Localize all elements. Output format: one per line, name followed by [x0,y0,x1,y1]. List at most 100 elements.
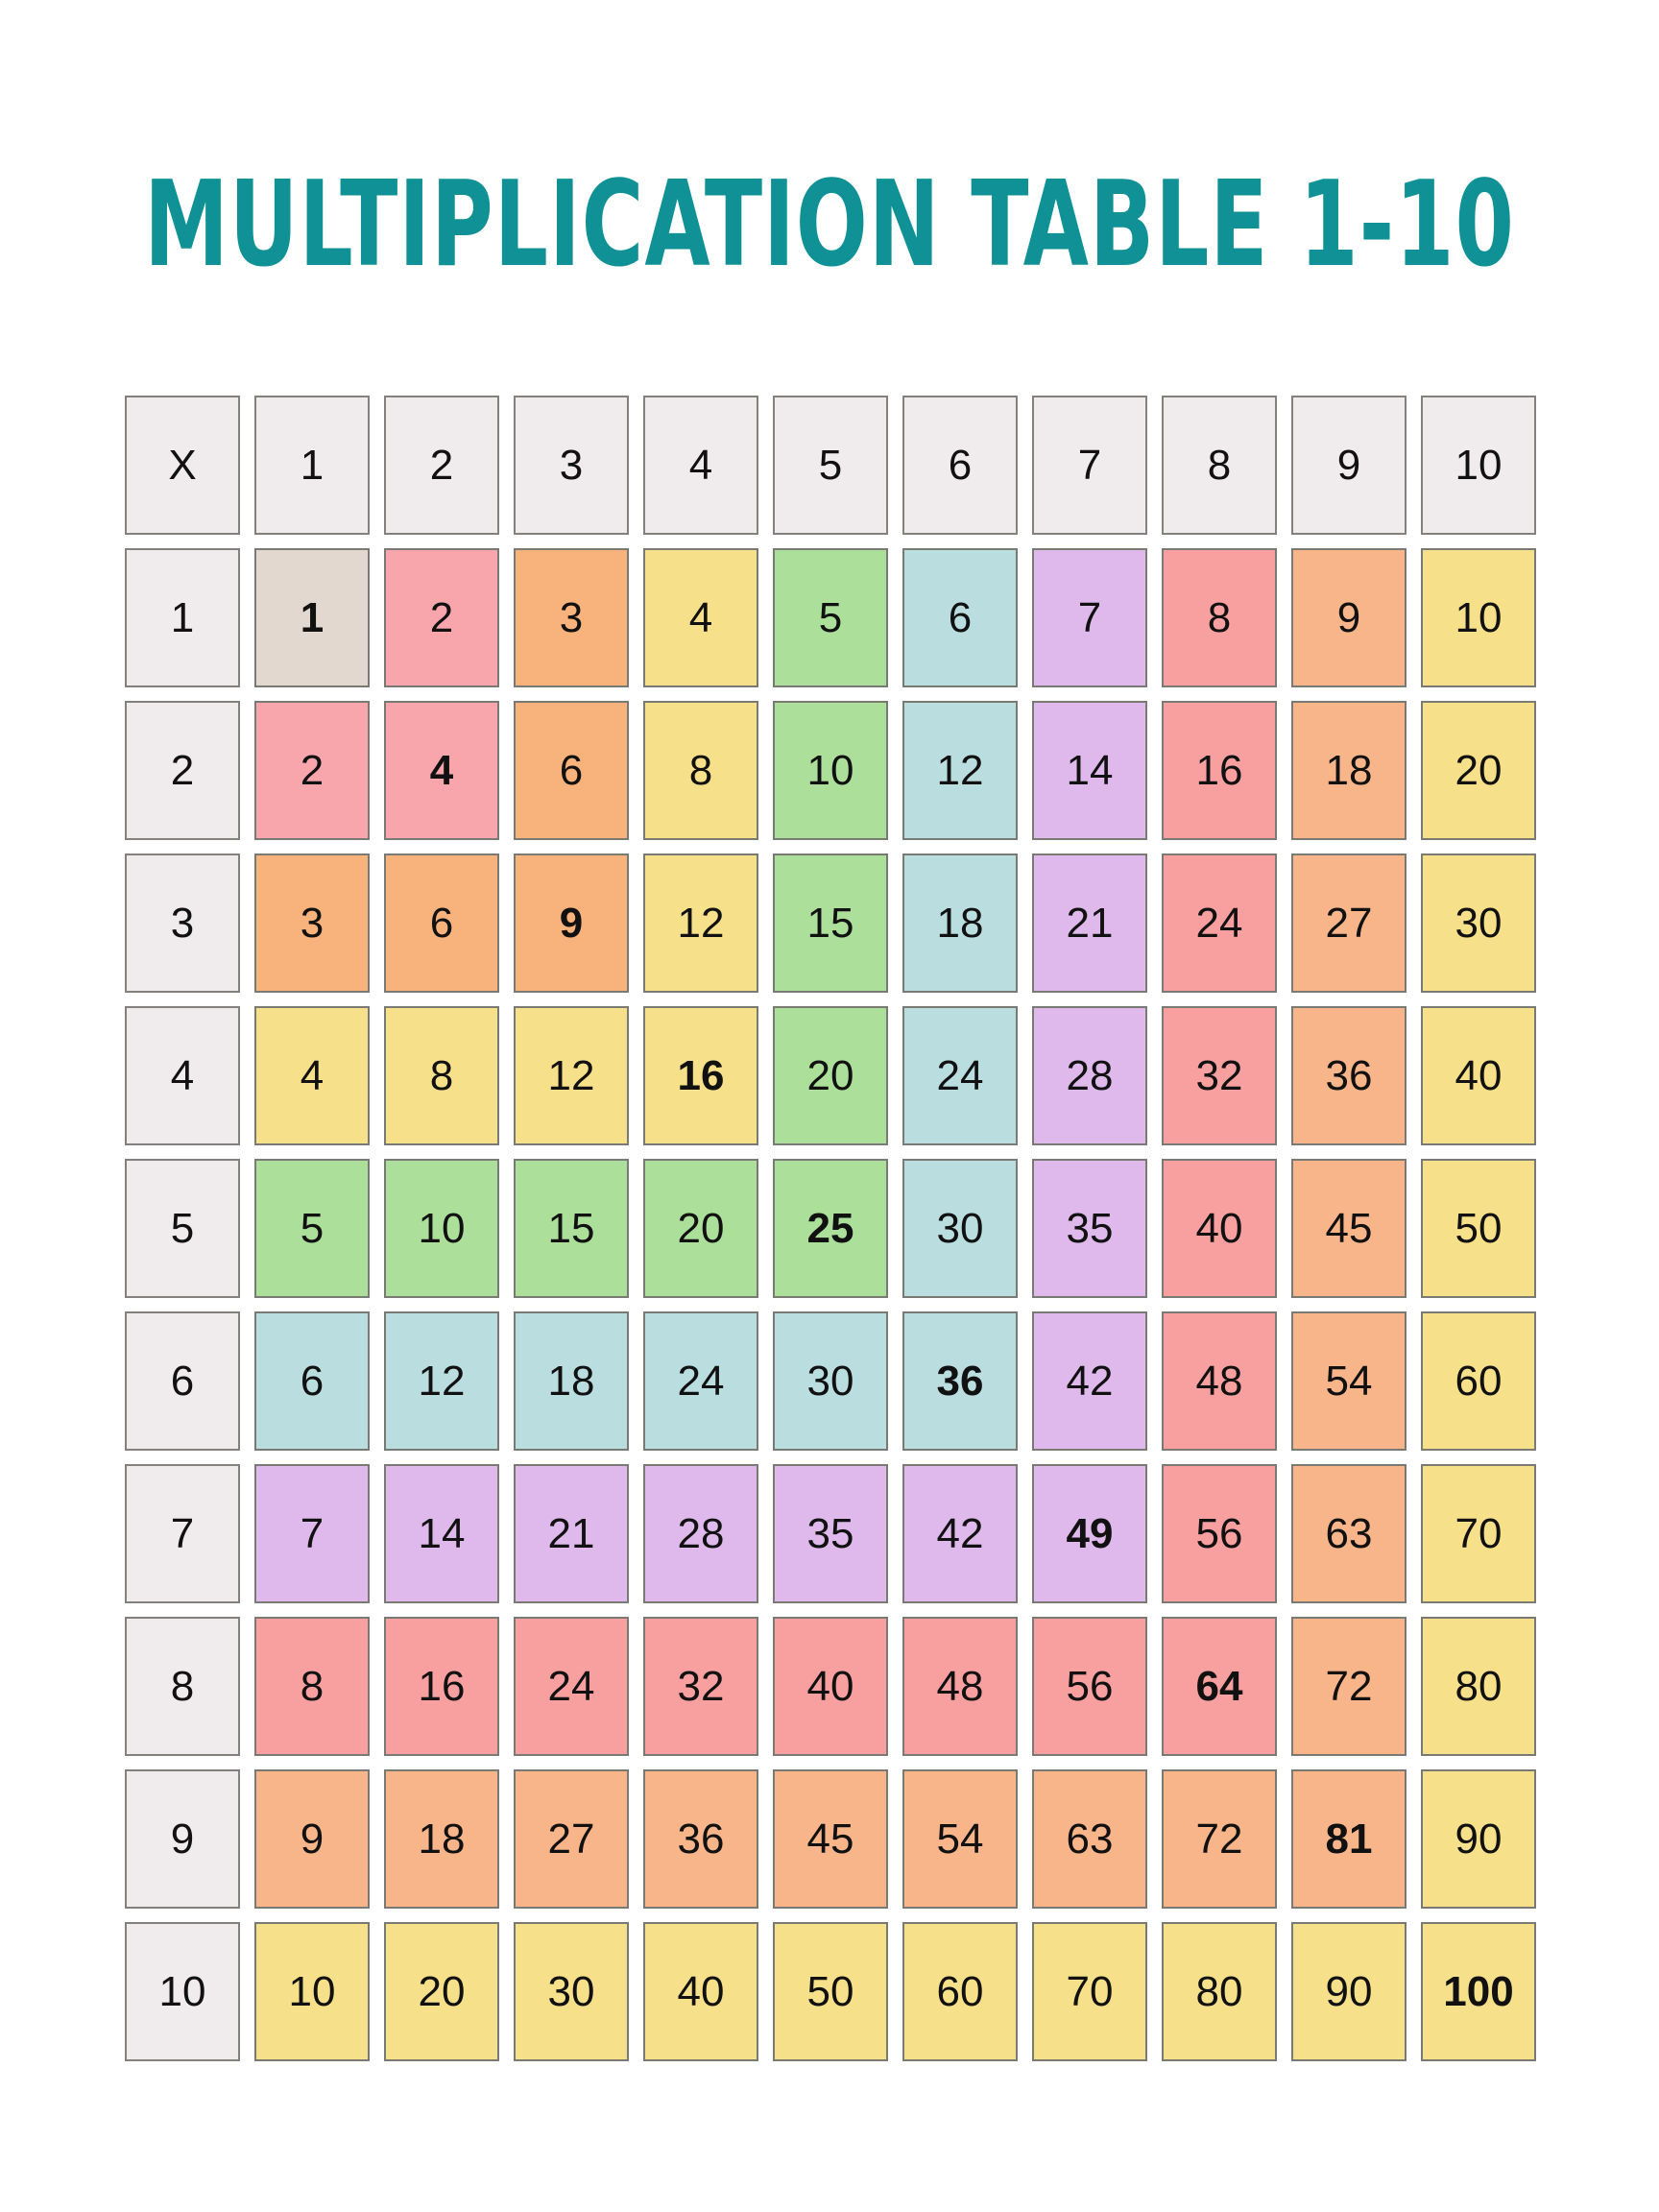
product-cell-7x2: 14 [384,1464,499,1603]
product-cell-2x1: 2 [254,701,370,840]
product-cell-6x1: 6 [254,1311,370,1451]
product-cell-9x4: 36 [643,1769,758,1909]
product-cell-9x3: 27 [514,1769,629,1909]
product-cell-7x10: 70 [1421,1464,1536,1603]
product-cell-6x7: 42 [1032,1311,1147,1451]
product-cell-2x8: 16 [1162,701,1277,840]
product-cell-1x7: 7 [1032,548,1147,687]
product-cell-7x8: 56 [1162,1464,1277,1603]
product-cell-3x2: 6 [384,854,499,993]
product-cell-10x7: 70 [1032,1922,1147,2061]
product-cell-9x10: 90 [1421,1769,1536,1909]
column-header-7: 7 [1032,396,1147,535]
product-cell-4x7: 28 [1032,1006,1147,1145]
product-cell-7x7: 49 [1032,1464,1147,1603]
product-cell-8x5: 40 [773,1617,888,1756]
product-cell-4x2: 8 [384,1006,499,1145]
product-cell-4x6: 24 [902,1006,1018,1145]
product-cell-1x10: 10 [1421,548,1536,687]
product-cell-5x6: 30 [902,1159,1018,1298]
product-cell-1x6: 6 [902,548,1018,687]
product-cell-10x1: 10 [254,1922,370,2061]
product-cell-1x1: 1 [254,548,370,687]
product-cell-2x7: 14 [1032,701,1147,840]
product-cell-5x1: 5 [254,1159,370,1298]
product-cell-10x3: 30 [514,1922,629,2061]
product-cell-1x5: 5 [773,548,888,687]
product-cell-4x4: 16 [643,1006,758,1145]
product-cell-8x6: 48 [902,1617,1018,1756]
column-header-6: 6 [902,396,1018,535]
column-header-10: 10 [1421,396,1536,535]
product-cell-4x8: 32 [1162,1006,1277,1145]
row-header-6: 6 [125,1311,240,1451]
product-cell-2x3: 6 [514,701,629,840]
product-cell-9x9: 81 [1291,1769,1407,1909]
product-cell-7x4: 28 [643,1464,758,1603]
product-cell-6x6: 36 [902,1311,1018,1451]
grid-corner-cell: X [125,396,240,535]
product-cell-7x3: 21 [514,1464,629,1603]
product-cell-6x10: 60 [1421,1311,1536,1451]
row-header-8: 8 [125,1617,240,1756]
product-cell-5x7: 35 [1032,1159,1147,1298]
product-cell-3x1: 3 [254,854,370,993]
product-cell-9x2: 18 [384,1769,499,1909]
product-cell-1x8: 8 [1162,548,1277,687]
product-cell-1x4: 4 [643,548,758,687]
row-header-4: 4 [125,1006,240,1145]
product-cell-6x4: 24 [643,1311,758,1451]
product-cell-5x8: 40 [1162,1159,1277,1298]
product-cell-4x10: 40 [1421,1006,1536,1145]
product-cell-7x6: 42 [902,1464,1018,1603]
column-header-3: 3 [514,396,629,535]
product-cell-6x9: 54 [1291,1311,1407,1451]
column-header-1: 1 [254,396,370,535]
product-cell-8x7: 56 [1032,1617,1147,1756]
product-cell-5x9: 45 [1291,1159,1407,1298]
product-cell-2x10: 20 [1421,701,1536,840]
product-cell-2x4: 8 [643,701,758,840]
column-header-9: 9 [1291,396,1407,535]
product-cell-1x3: 3 [514,548,629,687]
row-header-2: 2 [125,701,240,840]
product-cell-4x1: 4 [254,1006,370,1145]
product-cell-6x3: 18 [514,1311,629,1451]
product-cell-10x6: 60 [902,1922,1018,2061]
product-cell-9x7: 63 [1032,1769,1147,1909]
product-cell-9x6: 54 [902,1769,1018,1909]
product-cell-3x7: 21 [1032,854,1147,993]
product-cell-3x5: 15 [773,854,888,993]
product-cell-7x9: 63 [1291,1464,1407,1603]
product-cell-3x10: 30 [1421,854,1536,993]
product-cell-10x5: 50 [773,1922,888,2061]
row-header-7: 7 [125,1464,240,1603]
product-cell-8x4: 32 [643,1617,758,1756]
product-cell-1x9: 9 [1291,548,1407,687]
product-cell-2x9: 18 [1291,701,1407,840]
product-cell-10x10: 100 [1421,1922,1536,2061]
product-cell-9x8: 72 [1162,1769,1277,1909]
product-cell-10x4: 40 [643,1922,758,2061]
product-cell-8x2: 16 [384,1617,499,1756]
product-cell-9x1: 9 [254,1769,370,1909]
product-cell-7x1: 7 [254,1464,370,1603]
product-cell-8x3: 24 [514,1617,629,1756]
row-header-10: 10 [125,1922,240,2061]
product-cell-5x3: 15 [514,1159,629,1298]
product-cell-6x5: 30 [773,1311,888,1451]
product-cell-4x5: 20 [773,1006,888,1145]
column-header-8: 8 [1162,396,1277,535]
product-cell-10x8: 80 [1162,1922,1277,2061]
product-cell-3x9: 27 [1291,854,1407,993]
product-cell-5x4: 20 [643,1159,758,1298]
multiplication-grid: X 1 2 3 4 5 6 7 8 9 10 1 1 2 3 4 5 6 7 8 9 10 2 2 4 6 8 10 12 14 16 18 2… [125,396,1536,2061]
product-cell-2x6: 12 [902,701,1018,840]
product-cell-6x2: 12 [384,1311,499,1451]
product-cell-8x10: 80 [1421,1617,1536,1756]
product-cell-5x2: 10 [384,1159,499,1298]
column-header-2: 2 [384,396,499,535]
column-header-5: 5 [773,396,888,535]
product-cell-5x5: 25 [773,1159,888,1298]
